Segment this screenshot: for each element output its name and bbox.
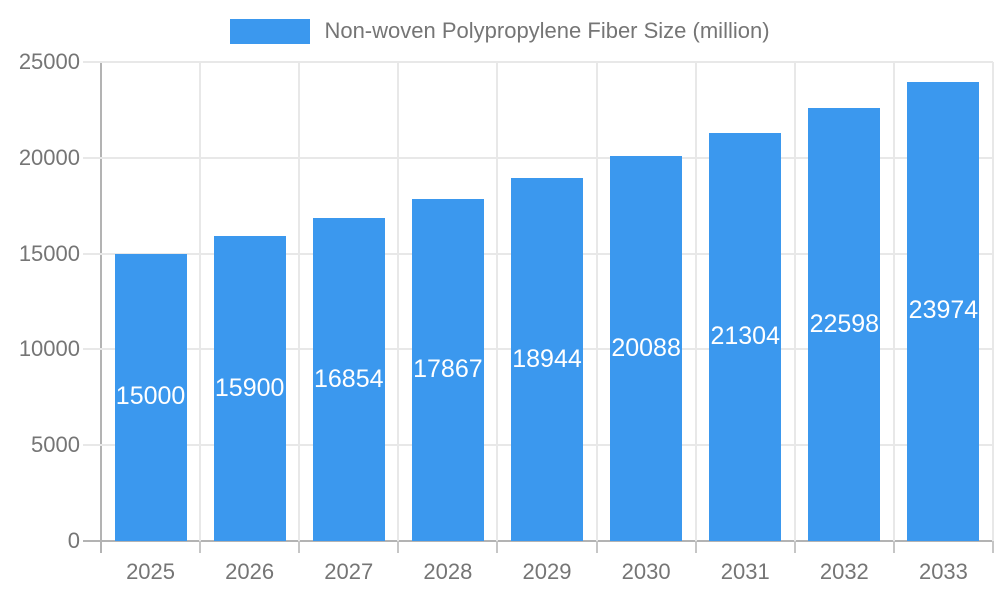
y-axis-tick-label: 20000 — [18, 144, 80, 170]
bar[interactable] — [411, 198, 484, 541]
plot-area: 15000 15900 16854 17867 18944 20088 21304 22598… — [83, 61, 994, 553]
x-axis-tick — [892, 541, 895, 553]
y-axis-tick-label: 10000 — [18, 336, 80, 362]
y-axis-line — [100, 62, 102, 553]
bar[interactable] — [312, 218, 385, 541]
v-gridline — [694, 62, 697, 541]
x-axis-tick — [298, 541, 301, 553]
x-axis-tick — [992, 541, 994, 553]
x-axis-tick-label: 2030 — [621, 559, 671, 584]
bar[interactable] — [907, 81, 980, 541]
bar[interactable] — [709, 132, 782, 541]
bar[interactable] — [808, 108, 881, 541]
y-axis-tick-label: 25000 — [18, 49, 80, 74]
x-axis-tick — [694, 541, 697, 553]
v-gridline — [298, 62, 301, 541]
v-gridline — [496, 62, 499, 541]
v-gridline — [199, 62, 202, 541]
y-axis-tick-label: 0 — [67, 528, 80, 553]
bar[interactable] — [114, 253, 187, 541]
v-gridline — [892, 62, 895, 541]
x-axis-tick — [397, 541, 400, 553]
v-gridline — [793, 62, 796, 541]
x-axis-tick — [793, 541, 796, 553]
bar[interactable] — [610, 156, 683, 541]
x-axis-tick-label: 2027 — [324, 559, 374, 584]
x-axis-tick-label: 2031 — [720, 559, 770, 584]
v-gridline — [397, 62, 400, 541]
y-axis-tick-label: 5000 — [31, 432, 80, 458]
v-gridline — [992, 62, 994, 541]
x-axis-line — [83, 540, 993, 542]
x-axis-tick — [595, 541, 598, 553]
x-axis-tick-label: 2033 — [918, 559, 968, 584]
legend-label: Non-woven Polypropylene Fiber Size (mill… — [324, 18, 770, 43]
h-gridline — [83, 61, 993, 63]
x-axis-tick — [199, 541, 202, 553]
x-axis-tick — [496, 541, 499, 553]
y-axis-tick-label: 15000 — [18, 240, 80, 266]
x-axis-tick-label: 2032 — [819, 559, 869, 584]
x-axis-tick-label: 2025 — [126, 559, 176, 584]
x-axis-tick-label: 2028 — [423, 559, 473, 584]
bar[interactable] — [511, 178, 583, 541]
bar[interactable] — [213, 236, 286, 541]
x-axis-tick-label: 2029 — [522, 559, 572, 584]
v-gridline — [595, 62, 598, 541]
legend[interactable]: Non-woven Polypropylene Fiber Size (mill… — [0, 18, 1000, 44]
legend-swatch-icon — [230, 18, 311, 44]
h-gridline — [83, 156, 993, 159]
x-axis-tick-label: 2026 — [225, 559, 275, 584]
